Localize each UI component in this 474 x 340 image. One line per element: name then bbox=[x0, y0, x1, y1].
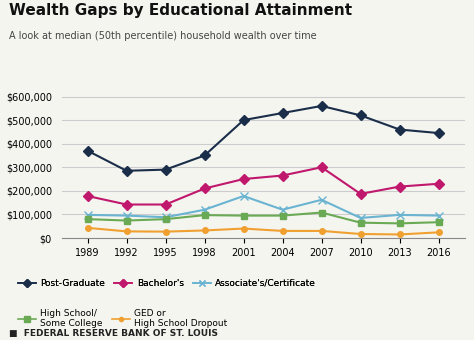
Associate's/Certificate bbox=[202, 208, 208, 212]
GED or
High School Dropout bbox=[124, 230, 129, 234]
GED or
High School Dropout bbox=[436, 230, 441, 234]
Line: Post-Graduate: Post-Graduate bbox=[84, 102, 442, 174]
Line: GED or
High School Dropout: GED or High School Dropout bbox=[85, 225, 441, 237]
GED or
High School Dropout bbox=[319, 229, 324, 233]
High School/
Some College bbox=[358, 221, 364, 225]
Post-Graduate bbox=[358, 113, 364, 117]
Post-Graduate bbox=[436, 131, 441, 135]
Bachelor's bbox=[358, 192, 364, 196]
Bachelor's bbox=[202, 186, 208, 190]
Associate's/Certificate bbox=[397, 213, 402, 217]
Associate's/Certificate bbox=[124, 214, 129, 218]
Line: Associate's/Certificate: Associate's/Certificate bbox=[83, 192, 443, 222]
Text: A look at median (50th percentile) household wealth over time: A look at median (50th percentile) house… bbox=[9, 31, 317, 40]
High School/
Some College bbox=[280, 214, 285, 218]
GED or
High School Dropout bbox=[397, 233, 402, 237]
Post-Graduate bbox=[124, 169, 129, 173]
Post-Graduate bbox=[202, 153, 208, 157]
Post-Graduate bbox=[280, 111, 285, 115]
Bachelor's bbox=[436, 182, 441, 186]
High School/
Some College bbox=[241, 214, 246, 218]
Line: Bachelor's: Bachelor's bbox=[84, 164, 442, 208]
Legend: Post-Graduate, Bachelor's, Associate's/Certificate: Post-Graduate, Bachelor's, Associate's/C… bbox=[14, 275, 320, 291]
Associate's/Certificate bbox=[319, 198, 324, 202]
High School/
Some College bbox=[436, 220, 441, 224]
High School/
Some College bbox=[124, 219, 129, 223]
High School/
Some College bbox=[202, 213, 208, 217]
Post-Graduate bbox=[397, 128, 402, 132]
Post-Graduate bbox=[85, 149, 91, 153]
GED or
High School Dropout bbox=[202, 228, 208, 233]
GED or
High School Dropout bbox=[241, 226, 246, 231]
Bachelor's bbox=[241, 177, 246, 181]
Bachelor's bbox=[85, 194, 91, 198]
High School/
Some College bbox=[319, 210, 324, 215]
GED or
High School Dropout bbox=[85, 226, 91, 230]
Associate's/Certificate bbox=[241, 194, 246, 198]
Bachelor's bbox=[163, 203, 168, 207]
Legend: High School/
Some College, GED or
High School Dropout: High School/ Some College, GED or High S… bbox=[14, 305, 231, 332]
GED or
High School Dropout bbox=[280, 229, 285, 233]
Bachelor's bbox=[397, 185, 402, 189]
Text: Wealth Gaps by Educational Attainment: Wealth Gaps by Educational Attainment bbox=[9, 3, 353, 18]
High School/
Some College bbox=[163, 217, 168, 221]
GED or
High School Dropout bbox=[163, 230, 168, 234]
High School/
Some College bbox=[85, 217, 91, 221]
Bachelor's bbox=[319, 165, 324, 169]
Associate's/Certificate bbox=[436, 214, 441, 218]
Line: High School/
Some College: High School/ Some College bbox=[84, 209, 442, 227]
Associate's/Certificate bbox=[358, 216, 364, 220]
Associate's/Certificate bbox=[280, 208, 285, 212]
Post-Graduate bbox=[241, 118, 246, 122]
Bachelor's bbox=[124, 203, 129, 207]
Post-Graduate bbox=[319, 104, 324, 108]
Bachelor's bbox=[280, 173, 285, 177]
Post-Graduate bbox=[163, 168, 168, 172]
GED or
High School Dropout bbox=[358, 232, 364, 236]
Text: ■  FEDERAL RESERVE BANK OF ST. LOUIS: ■ FEDERAL RESERVE BANK OF ST. LOUIS bbox=[9, 329, 219, 338]
High School/
Some College bbox=[397, 221, 402, 225]
Associate's/Certificate bbox=[85, 213, 91, 217]
Associate's/Certificate bbox=[163, 215, 168, 219]
